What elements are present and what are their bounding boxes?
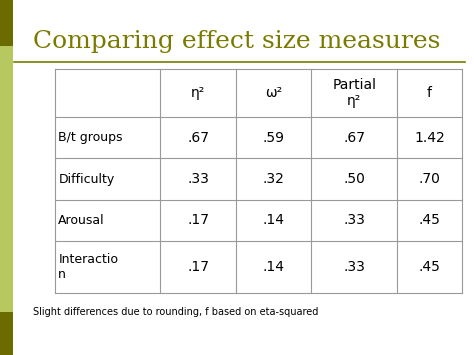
- Text: Arousal: Arousal: [58, 214, 105, 227]
- Text: 1.42: 1.42: [414, 131, 445, 145]
- Text: Interactio
n: Interactio n: [58, 253, 118, 281]
- Text: Partial
η²: Partial η²: [332, 78, 376, 108]
- Text: f: f: [427, 86, 432, 100]
- Text: .14: .14: [263, 260, 284, 274]
- Text: .67: .67: [343, 131, 365, 145]
- Text: .32: .32: [263, 172, 284, 186]
- Text: .50: .50: [343, 172, 365, 186]
- Text: .33: .33: [187, 172, 209, 186]
- Text: ω²: ω²: [265, 86, 282, 100]
- Text: .67: .67: [187, 131, 209, 145]
- Text: .70: .70: [419, 172, 440, 186]
- Text: .33: .33: [343, 213, 365, 227]
- Text: .59: .59: [263, 131, 284, 145]
- Text: .45: .45: [419, 213, 440, 227]
- Text: Difficulty: Difficulty: [58, 173, 115, 186]
- Text: B/t groups: B/t groups: [58, 131, 123, 144]
- Text: .17: .17: [187, 260, 209, 274]
- Text: Slight differences due to rounding, f based on eta-squared: Slight differences due to rounding, f ba…: [33, 307, 319, 317]
- Text: η²: η²: [191, 86, 205, 100]
- Text: .17: .17: [187, 213, 209, 227]
- Text: .33: .33: [343, 260, 365, 274]
- Text: Comparing effect size measures: Comparing effect size measures: [33, 30, 440, 53]
- Text: .14: .14: [263, 213, 284, 227]
- Text: .45: .45: [419, 260, 440, 274]
